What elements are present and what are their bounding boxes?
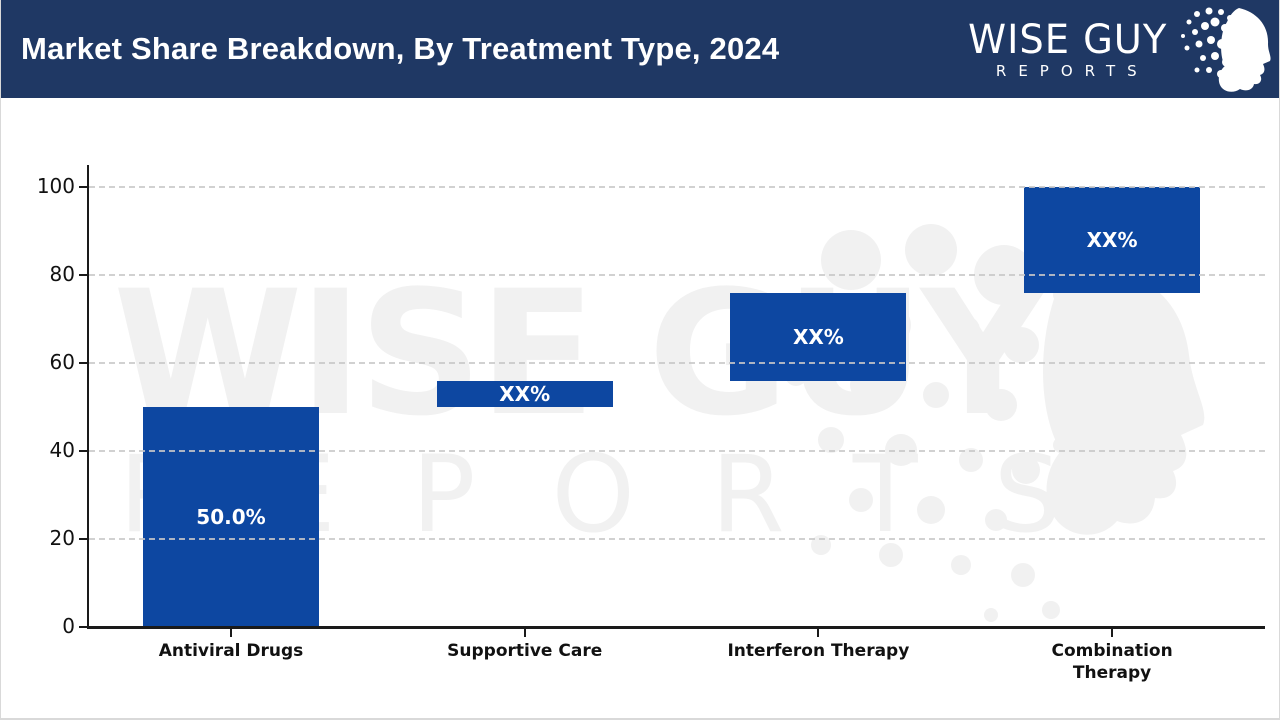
bar-value-label-antiviral-drugs: 50.0% bbox=[196, 505, 266, 529]
x-axis-line bbox=[87, 626, 1265, 629]
y-tick-label-0: 0 bbox=[62, 614, 75, 638]
y-tick-label-40: 40 bbox=[49, 438, 75, 462]
gridline-20 bbox=[89, 538, 1265, 540]
category-label-interferon-therapy: Interferon Therapy bbox=[727, 641, 910, 661]
y-tick-100 bbox=[79, 186, 88, 188]
x-tick-combination-therapy bbox=[1111, 629, 1114, 637]
gridline-100 bbox=[89, 186, 1265, 188]
y-tick-40 bbox=[79, 450, 88, 452]
y-tick-label-20: 20 bbox=[49, 526, 75, 550]
x-tick-supportive-care bbox=[523, 629, 526, 637]
header-band: Market Share Breakdown, By Treatment Typ… bbox=[1, 0, 1279, 98]
y-tick-20 bbox=[79, 538, 88, 540]
y-tick-80 bbox=[79, 274, 88, 276]
bar-value-label-interferon-therapy: XX% bbox=[792, 324, 844, 349]
bar-value-label-combination-therapy: XX% bbox=[1086, 227, 1138, 252]
page-title: Market Share Breakdown, By Treatment Typ… bbox=[21, 31, 780, 66]
y-tick-label-80: 80 bbox=[49, 262, 75, 286]
bar-combination-therapy: XX% bbox=[1024, 187, 1201, 293]
gridline-80 bbox=[89, 274, 1265, 276]
category-label-supportive-care: Supportive Care bbox=[447, 641, 603, 661]
category-label-antiviral-drugs: Antiviral Drugs bbox=[158, 641, 304, 661]
bar-supportive-care: XX% bbox=[436, 380, 613, 407]
bar-value-label-supportive-care: XX% bbox=[499, 381, 551, 406]
category-label-combination-therapy: Combination Therapy bbox=[1051, 641, 1173, 684]
gridline-40 bbox=[89, 450, 1265, 452]
face-dots-icon bbox=[1181, 7, 1271, 92]
brand-subname: REPORTS bbox=[995, 61, 1149, 80]
y-tick-60 bbox=[79, 362, 88, 364]
brand-logo: WISE GUY REPORTS bbox=[964, 6, 1279, 92]
brand-logo-text: WISE GUY REPORTS bbox=[964, 20, 1171, 79]
y-tick-label-100: 100 bbox=[36, 174, 75, 198]
watermark-face-dots-icon bbox=[785, 224, 1205, 622]
brand-name: WISE GUY bbox=[967, 16, 1167, 63]
x-tick-antiviral-drugs bbox=[230, 629, 232, 637]
y-tick-label-60: 60 bbox=[49, 350, 75, 374]
bar-antiviral-drugs: 50.0% bbox=[143, 407, 319, 627]
y-axis-line bbox=[87, 165, 89, 629]
gridline-60 bbox=[89, 362, 1265, 364]
bar-interferon-therapy: XX% bbox=[730, 292, 907, 381]
y-tick-0 bbox=[79, 626, 88, 628]
x-tick-interferon-therapy bbox=[817, 629, 820, 637]
